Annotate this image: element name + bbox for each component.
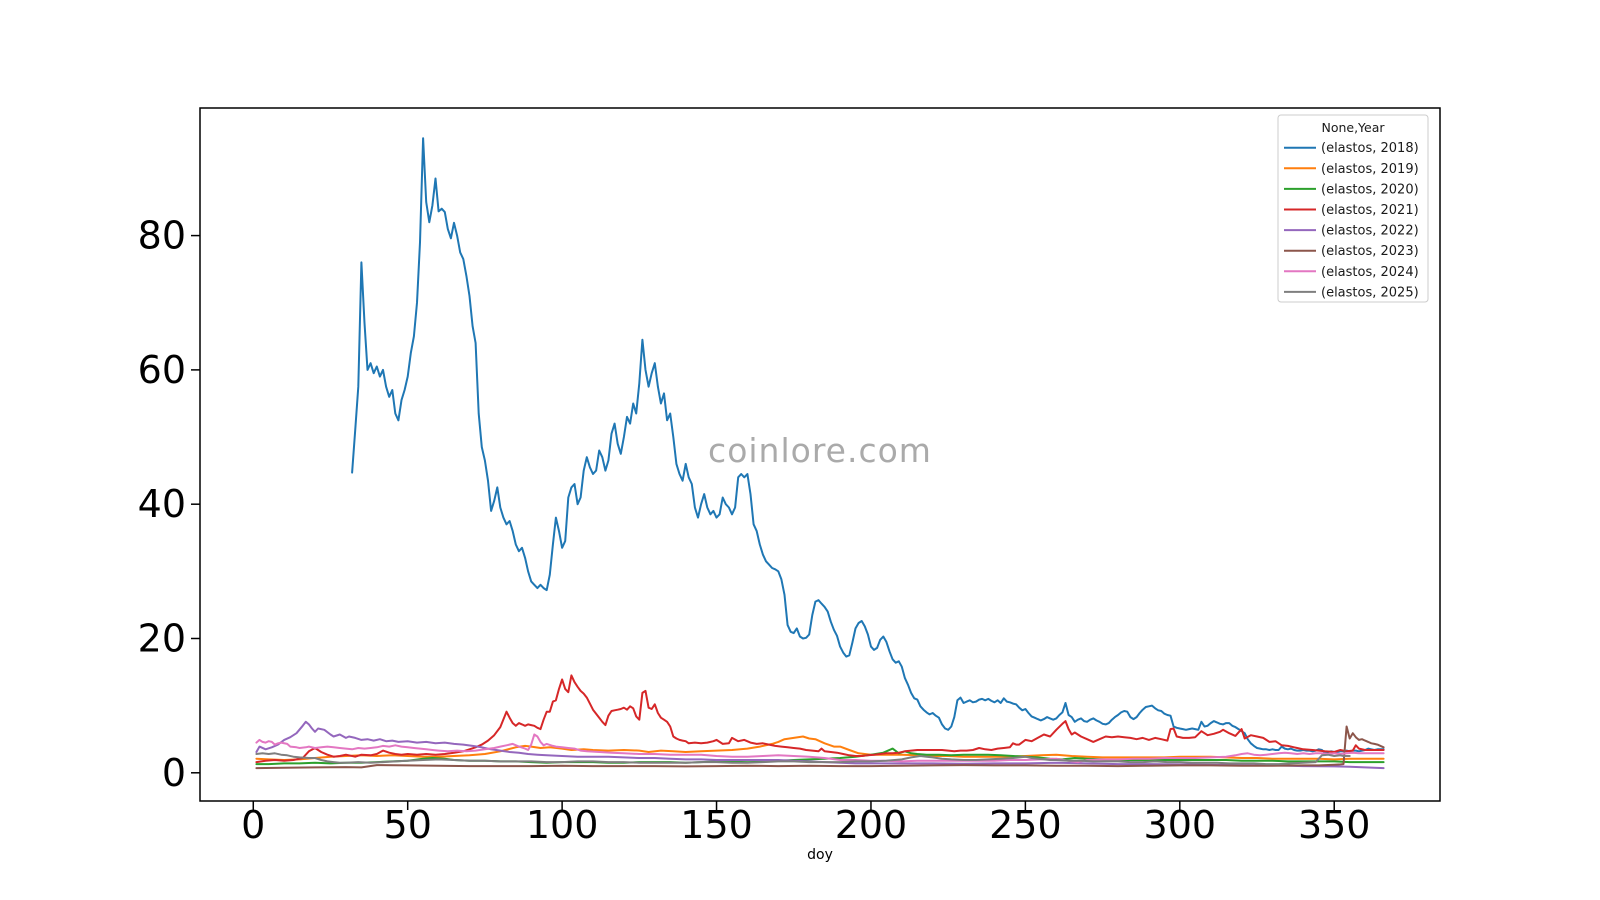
series-line-elastos-2023 <box>255 725 1385 770</box>
legend-label-elastos-2022: (elastos, 2022) <box>1321 224 1419 239</box>
series-line-elastos-2021 <box>255 674 1385 764</box>
x-tick-label-0: 0 <box>241 803 265 847</box>
y-tick-label-40: 40 <box>138 482 186 526</box>
axes: 0 50 100 150 200 250 300 350 0 20 40 60 80 <box>138 107 1441 847</box>
y-tick-label-80: 80 <box>138 214 186 258</box>
y-tick-label-20: 20 <box>138 616 186 660</box>
x-tick-label-250: 250 <box>989 803 1062 847</box>
x-tick-label-100: 100 <box>526 803 599 847</box>
plot-border <box>199 107 1441 802</box>
y-tick-label-60: 60 <box>138 348 186 392</box>
legend-label-elastos-2018: (elastos, 2018) <box>1321 141 1419 156</box>
legend: None,Year (elastos, 2018) (elastos, 2019) (… <box>1277 114 1429 303</box>
y-tick-label-0: 0 <box>162 751 186 795</box>
legend-label-elastos-2023: (elastos, 2023) <box>1321 244 1419 259</box>
legend-title: None,Year <box>1321 120 1385 135</box>
x-tick-label-50: 50 <box>384 803 432 847</box>
legend-box <box>1277 114 1429 303</box>
series-lines <box>255 137 1385 770</box>
x-axis-label: doy <box>807 847 833 863</box>
legend-label-elastos-2025: (elastos, 2025) <box>1321 285 1419 300</box>
legend-label-elastos-2021: (elastos, 2021) <box>1321 203 1419 218</box>
series-line-elastos-2024 <box>255 733 1385 764</box>
series-line-elastos-2025 <box>255 752 1351 766</box>
series-line-elastos-2018 <box>351 137 1385 754</box>
legend-label-elastos-2024: (elastos, 2024) <box>1321 265 1419 280</box>
series-line-elastos-2022 <box>255 720 1385 770</box>
x-tick-label-300: 300 <box>1144 803 1217 847</box>
x-tick-label-350: 350 <box>1298 803 1371 847</box>
legend-label-elastos-2019: (elastos, 2019) <box>1321 162 1419 177</box>
legend-label-elastos-2020: (elastos, 2020) <box>1321 182 1419 197</box>
x-tick-label-150: 150 <box>680 803 753 847</box>
watermark: coinlore.com <box>708 431 932 470</box>
x-tick-label-200: 200 <box>835 803 908 847</box>
